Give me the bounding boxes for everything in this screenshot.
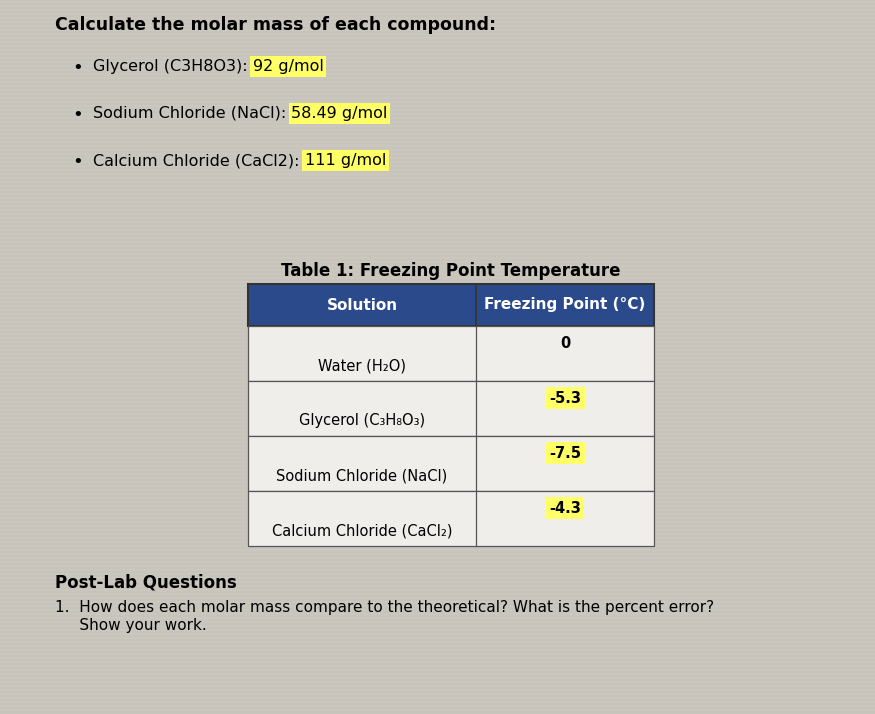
Text: Freezing Point (°C): Freezing Point (°C) [485,298,646,313]
Bar [248,381,654,436]
Text: -5.3: -5.3 [549,391,581,406]
Text: Show your work.: Show your work. [55,618,206,633]
Text: 92 g/mol: 92 g/mol [253,59,324,74]
Text: -7.5: -7.5 [549,446,581,461]
Text: Calculate the molar mass of each compound:: Calculate the molar mass of each compoun… [55,16,496,34]
Text: •: • [72,153,83,171]
Text: Solution: Solution [326,298,397,313]
Text: 0: 0 [560,336,570,351]
Bar [248,436,654,491]
Text: Glycerol (C3H8O3):: Glycerol (C3H8O3): [93,59,253,74]
Text: Calcium Chloride (CaCl₂): Calcium Chloride (CaCl₂) [272,523,452,538]
Text: •: • [72,59,83,77]
Text: 111 g/mol: 111 g/mol [304,153,386,168]
Text: •: • [72,106,83,124]
Text: -4.3: -4.3 [550,501,581,516]
Bar [248,326,654,381]
Text: Glycerol (C₃H₈O₃): Glycerol (C₃H₈O₃) [299,413,425,428]
Bar [248,284,654,326]
Text: Sodium Chloride (NaCl):: Sodium Chloride (NaCl): [93,106,291,121]
Text: Post-Lab Questions: Post-Lab Questions [55,574,237,592]
Text: 58.49 g/mol: 58.49 g/mol [291,106,388,121]
Text: 1.  How does each molar mass compare to the theoretical? What is the percent err: 1. How does each molar mass compare to t… [55,600,714,615]
Bar [248,491,654,546]
Text: Table 1: Freezing Point Temperature: Table 1: Freezing Point Temperature [281,262,620,280]
Text: Calcium Chloride (CaCl2):: Calcium Chloride (CaCl2): [93,153,304,168]
Text: Water (H₂O): Water (H₂O) [318,358,406,373]
Text: Sodium Chloride (NaCl): Sodium Chloride (NaCl) [276,468,448,483]
